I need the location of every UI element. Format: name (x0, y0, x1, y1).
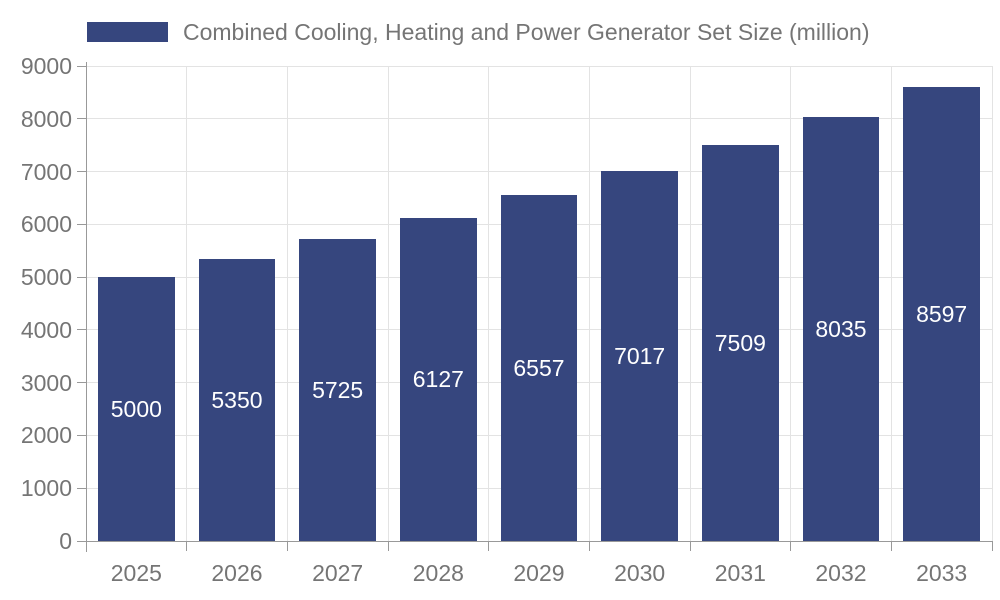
x-axis-tick-label: 2025 (110, 560, 162, 586)
bar (802, 116, 880, 541)
x-axis-tick-label: 2033 (916, 560, 968, 586)
bar-value-label: 5000 (110, 396, 162, 423)
x-axis-tick (286, 541, 288, 551)
y-axis-tick-label: 6000 (20, 211, 72, 238)
x-axis-tick-label: 2031 (714, 560, 766, 586)
vertical-gridline (991, 66, 993, 541)
bar-value-label: 8597 (916, 301, 968, 328)
bar (702, 144, 779, 541)
x-axis-tick-label: 2026 (211, 560, 263, 586)
y-axis-tick (77, 223, 86, 225)
x-axis-tick (890, 541, 892, 551)
x-axis-tick-label: 2029 (513, 560, 565, 586)
y-axis-tick-label: 2000 (20, 422, 72, 449)
x-axis-tick (790, 541, 792, 551)
bar (400, 217, 477, 541)
y-axis-tick-label: 5000 (20, 264, 72, 291)
bar-value-label: 8035 (815, 315, 867, 342)
x-axis-tick-label: 2030 (614, 560, 666, 586)
x-axis-tick (488, 541, 490, 551)
vertical-gridline (186, 66, 188, 541)
bar-value-label: 5725 (312, 376, 364, 403)
bar (500, 194, 578, 541)
bar (903, 87, 980, 541)
x-axis-tick (186, 541, 188, 551)
vertical-gridline (387, 66, 389, 541)
legend-label: Combined Cooling, Heating and Power Gene… (183, 19, 870, 45)
horizontal-gridline (86, 65, 992, 67)
bar (601, 170, 678, 541)
bar-value-label: 5350 (211, 386, 263, 413)
bar-value-label: 6127 (412, 366, 464, 393)
y-axis-tick (77, 276, 86, 278)
vertical-gridline (790, 66, 792, 541)
bar-value-label: 6557 (513, 354, 565, 381)
legend[interactable]: Combined Cooling, Heating and Power Gene… (87, 17, 870, 47)
y-axis-tick-label: 9000 (20, 53, 72, 79)
y-axis-tick-label: 3000 (20, 369, 72, 396)
legend-swatch (87, 22, 168, 42)
y-axis-tick (77, 171, 86, 173)
vertical-gridline (286, 66, 288, 541)
y-axis-tick (77, 329, 86, 331)
x-axis-tick-label: 2032 (815, 560, 867, 586)
bar-value-label: 7509 (714, 329, 766, 356)
y-axis-tick (77, 434, 86, 436)
vertical-gridline (588, 66, 590, 541)
bar (98, 277, 175, 541)
vertical-gridline (689, 66, 691, 541)
y-axis-tick (77, 65, 86, 67)
y-axis-tick-label: 8000 (20, 105, 72, 132)
y-axis-line (85, 62, 87, 552)
y-axis-tick-label: 7000 (20, 158, 72, 185)
y-axis-tick-label: 1000 (20, 475, 72, 502)
x-axis-tick (387, 541, 389, 551)
y-axis-tick (77, 118, 86, 120)
horizontal-gridline (86, 118, 992, 120)
y-axis-tick (77, 487, 86, 489)
x-axis-tick (689, 541, 691, 551)
vertical-gridline (488, 66, 490, 541)
bar-value-label: 7017 (614, 342, 666, 369)
x-axis-tick-label: 2027 (312, 560, 364, 586)
y-axis-tick-label: 4000 (20, 316, 72, 343)
x-axis-line (77, 540, 992, 542)
vertical-gridline (890, 66, 892, 541)
x-axis-tick-label: 2028 (412, 560, 464, 586)
horizontal-gridline (86, 171, 992, 173)
x-axis-tick (991, 541, 993, 551)
y-axis-tick-label: 0 (59, 528, 72, 554)
bar (198, 258, 276, 541)
bar (299, 238, 376, 541)
x-axis-tick (588, 541, 590, 551)
y-axis-tick (77, 382, 86, 384)
